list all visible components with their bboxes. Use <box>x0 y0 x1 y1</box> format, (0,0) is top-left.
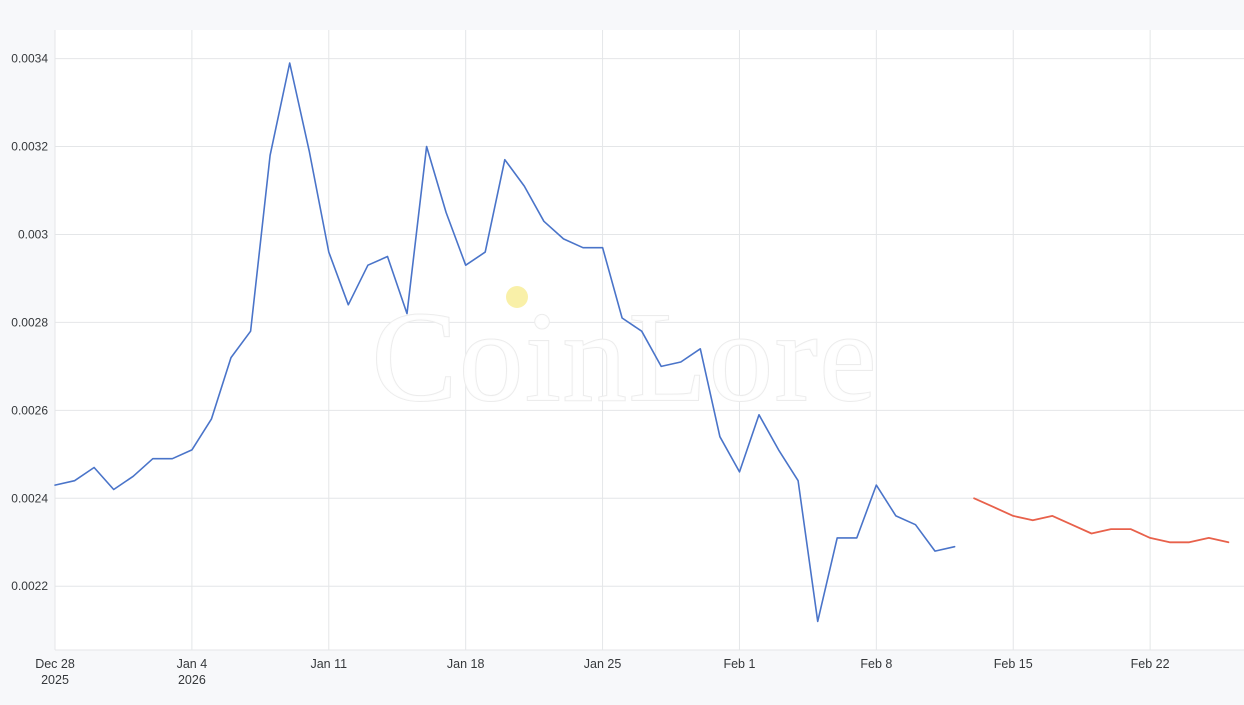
y-tick-label: 0.003 <box>18 227 48 241</box>
x-tick-sublabel: 2025 <box>41 673 69 687</box>
x-tick-label: Feb 22 <box>1131 657 1170 671</box>
watermark-coin-dot <box>506 286 528 308</box>
plot-area[interactable] <box>55 30 1244 650</box>
x-tick-sublabel: 2026 <box>178 673 206 687</box>
y-tick-label: 0.0028 <box>11 315 48 329</box>
historical-price-line <box>54 62 956 623</box>
x-tick-label: Jan 18 <box>447 657 485 671</box>
x-tick-label: Feb 1 <box>723 657 755 671</box>
y-tick-label: 0.0032 <box>11 140 48 154</box>
x-tick-label: Dec 28 <box>35 657 75 671</box>
y-tick-label: 0.0022 <box>11 579 48 593</box>
x-tick-label: Jan 25 <box>584 657 622 671</box>
watermark-text: CoinLore <box>372 286 879 428</box>
y-tick-label: 0.0024 <box>11 491 48 505</box>
x-tick-label: Jan 4 <box>177 657 208 671</box>
y-tick-label: 0.0034 <box>11 52 48 66</box>
x-tick-label: Feb 8 <box>860 657 892 671</box>
x-tick-label: Feb 15 <box>994 657 1033 671</box>
x-tick-label: Jan 11 <box>310 657 347 671</box>
forecast-price-line <box>973 497 1230 544</box>
y-tick-label: 0.0026 <box>11 403 48 417</box>
